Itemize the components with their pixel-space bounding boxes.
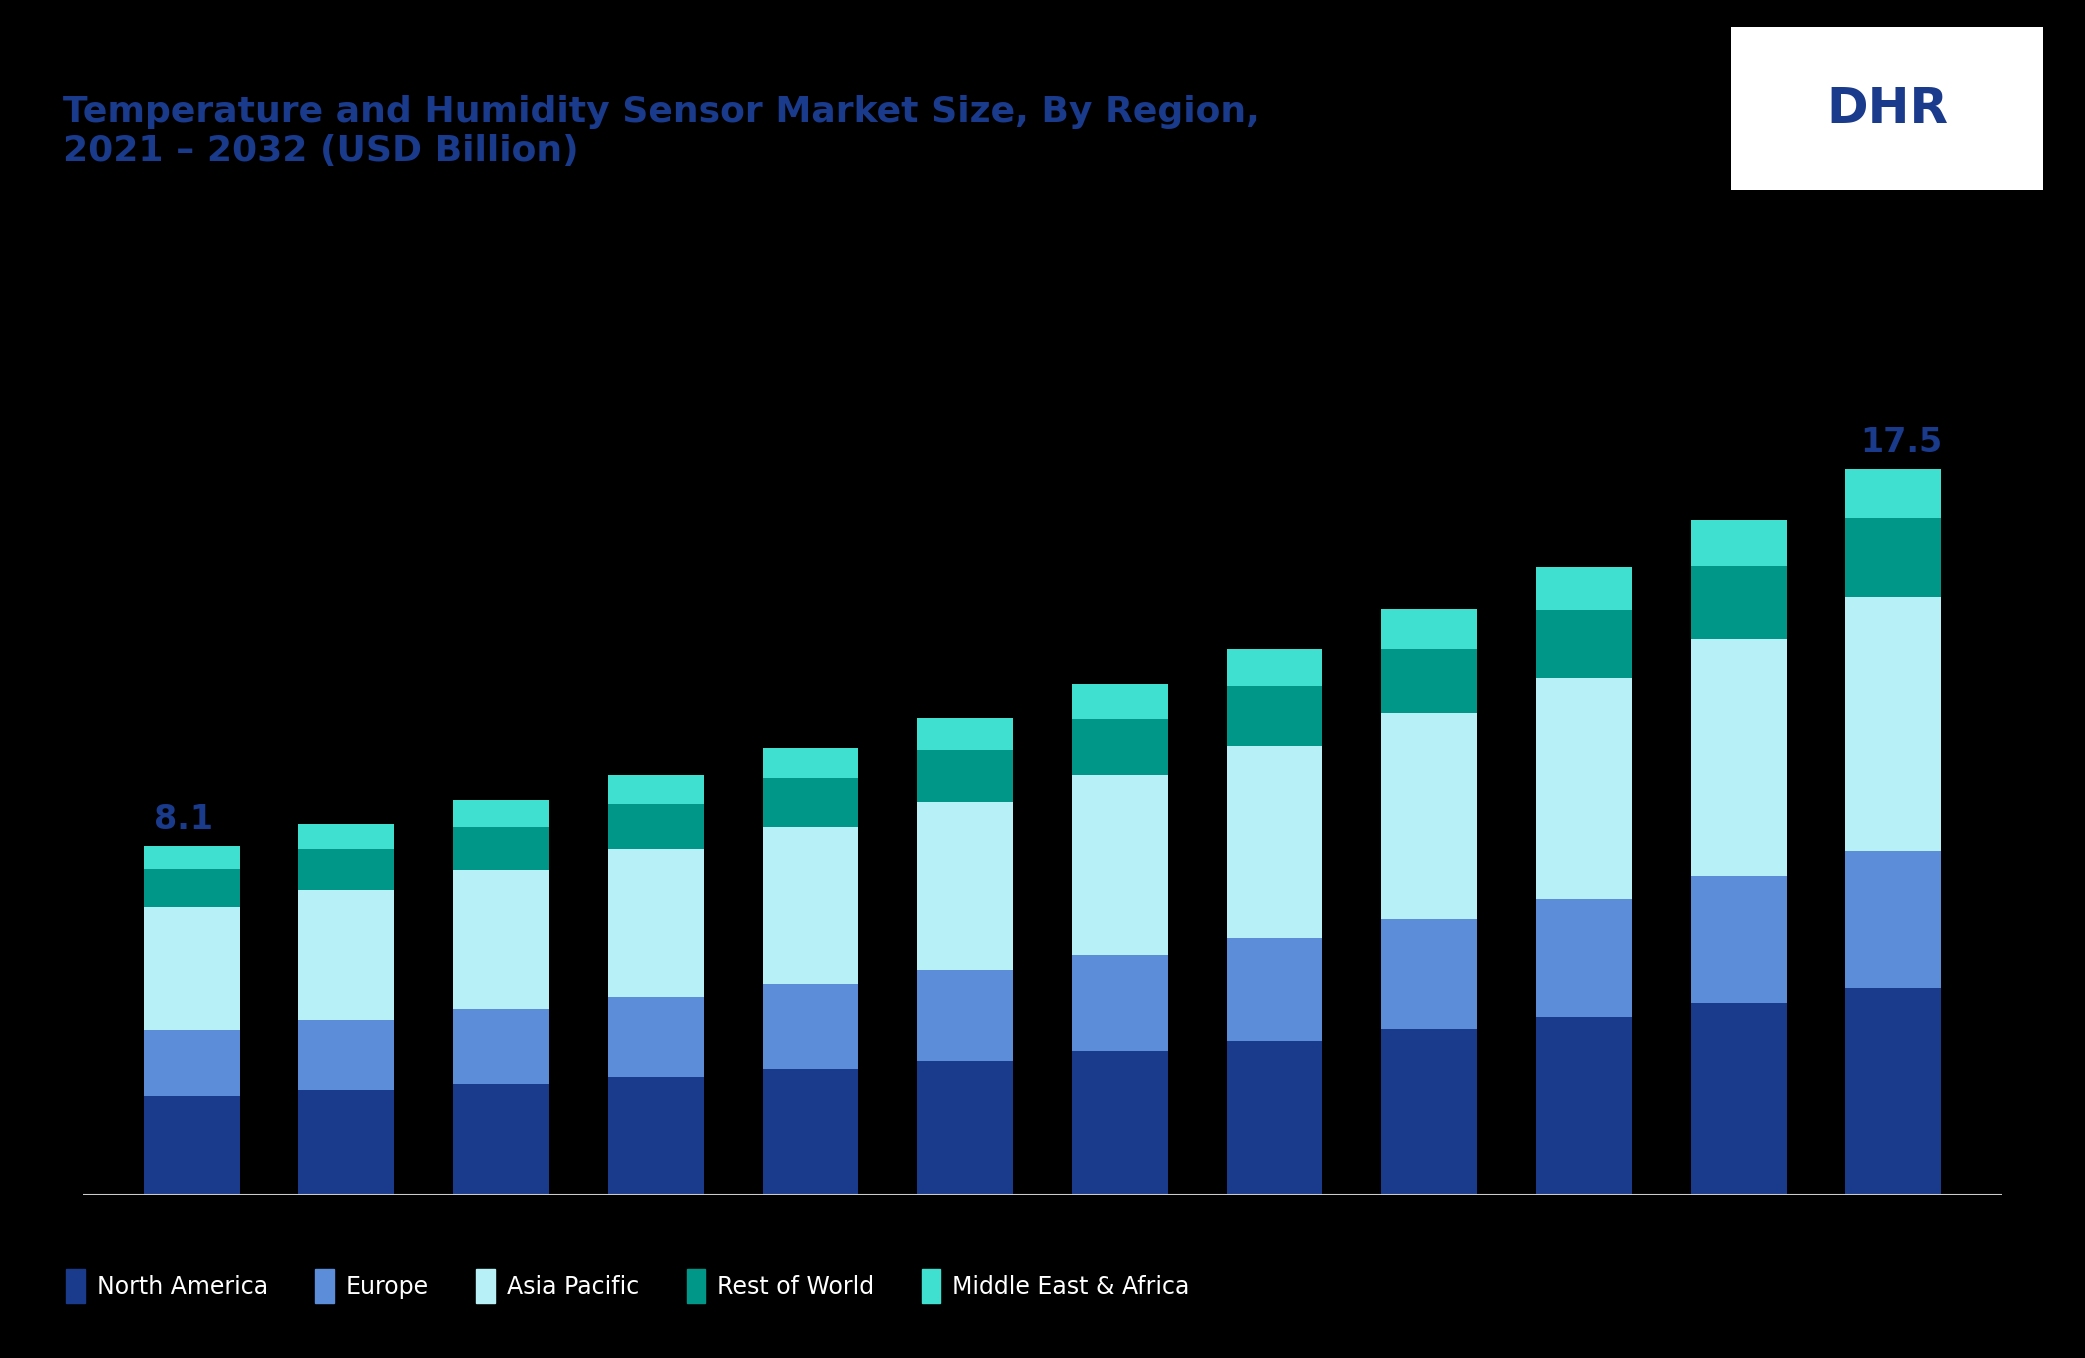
Bar xyxy=(1537,899,1633,1017)
Text: Temperature and Humidity Sensor Market Size, By Region,
2021 – 2032 (USD Billion: Temperature and Humidity Sensor Market S… xyxy=(63,95,1259,168)
Bar xyxy=(298,1090,394,1195)
Bar xyxy=(1380,1029,1476,1195)
Bar xyxy=(144,869,240,907)
Bar xyxy=(1226,649,1322,686)
Text: 8.1: 8.1 xyxy=(154,804,213,837)
Bar xyxy=(1380,919,1476,1029)
Bar xyxy=(609,997,705,1077)
Bar xyxy=(1537,610,1633,678)
Bar xyxy=(452,827,548,870)
Bar xyxy=(763,747,859,778)
Bar xyxy=(298,824,394,850)
Bar xyxy=(1691,520,1787,566)
Bar xyxy=(917,718,1013,751)
Bar xyxy=(917,971,1013,1061)
Bar xyxy=(609,804,705,850)
Bar xyxy=(298,889,394,1020)
Bar xyxy=(1380,649,1476,713)
Bar xyxy=(1072,1051,1168,1195)
Bar xyxy=(1845,989,1941,1195)
Bar xyxy=(763,1069,859,1195)
Text: 17.5: 17.5 xyxy=(1860,426,1941,459)
Bar xyxy=(1691,640,1787,876)
Bar xyxy=(763,985,859,1069)
Bar xyxy=(1072,955,1168,1051)
Bar xyxy=(452,870,548,1009)
Bar xyxy=(1845,519,1941,598)
Bar xyxy=(609,1077,705,1195)
Bar xyxy=(609,775,705,804)
Bar xyxy=(763,778,859,827)
Bar xyxy=(1845,469,1941,519)
Bar xyxy=(1537,566,1633,610)
Bar xyxy=(1537,1017,1633,1195)
Bar xyxy=(298,1020,394,1090)
Bar xyxy=(1537,678,1633,899)
Bar xyxy=(763,827,859,985)
Bar xyxy=(1072,775,1168,955)
Bar xyxy=(144,1029,240,1096)
Bar xyxy=(917,1061,1013,1195)
Bar xyxy=(1845,598,1941,851)
Bar xyxy=(609,850,705,997)
Bar xyxy=(144,907,240,1029)
Text: DHR: DHR xyxy=(1826,84,1947,133)
Bar xyxy=(452,1009,548,1084)
Bar xyxy=(144,846,240,869)
Bar xyxy=(1691,1004,1787,1195)
Bar xyxy=(917,803,1013,971)
Bar xyxy=(1072,684,1168,720)
Bar xyxy=(1226,686,1322,746)
Bar xyxy=(1380,610,1476,649)
Bar xyxy=(1072,720,1168,775)
Bar xyxy=(298,850,394,889)
Bar xyxy=(144,1096,240,1195)
Bar xyxy=(1691,876,1787,1004)
Bar xyxy=(1691,566,1787,640)
Bar xyxy=(1226,746,1322,938)
Bar xyxy=(1226,1040,1322,1195)
Bar xyxy=(452,800,548,827)
Bar xyxy=(1380,713,1476,919)
Bar xyxy=(917,751,1013,803)
Bar xyxy=(1226,938,1322,1040)
Legend: North America, Europe, Asia Pacific, Rest of World, Middle East & Africa: North America, Europe, Asia Pacific, Res… xyxy=(56,1260,1199,1312)
Bar xyxy=(1845,851,1941,989)
Bar xyxy=(452,1084,548,1195)
